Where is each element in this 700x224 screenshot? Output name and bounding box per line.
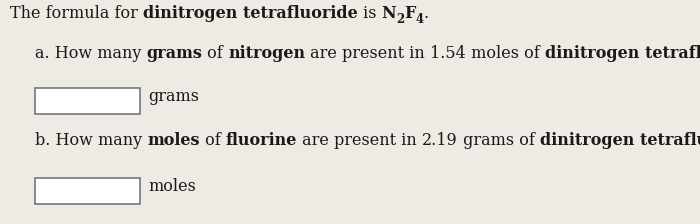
Text: dinitrogen tetrafluoride: dinitrogen tetrafluoride xyxy=(143,5,358,22)
Text: are present in: are present in xyxy=(305,45,430,62)
Text: is: is xyxy=(358,5,382,22)
Bar xyxy=(35,88,140,114)
Text: moles of: moles of xyxy=(466,45,545,62)
Text: N: N xyxy=(382,5,396,22)
Text: The formula for: The formula for xyxy=(10,5,143,22)
Text: dinitrogen tetrafluoride: dinitrogen tetrafluoride xyxy=(540,132,700,149)
Text: 2: 2 xyxy=(396,13,405,26)
Text: 2.19: 2.19 xyxy=(422,132,458,149)
Text: grams: grams xyxy=(146,45,202,62)
Text: b. How many: b. How many xyxy=(35,132,147,149)
Text: moles: moles xyxy=(147,132,200,149)
Text: nitrogen: nitrogen xyxy=(228,45,305,62)
Text: of: of xyxy=(202,45,228,62)
Text: fluorine: fluorine xyxy=(225,132,297,149)
Text: F: F xyxy=(405,5,416,22)
Text: .: . xyxy=(424,5,429,22)
Text: grams of: grams of xyxy=(458,132,540,149)
Text: moles: moles xyxy=(148,178,196,195)
Text: 1.54: 1.54 xyxy=(430,45,466,62)
Text: 4: 4 xyxy=(416,13,423,26)
Text: a. How many: a. How many xyxy=(35,45,146,62)
Text: of: of xyxy=(199,132,225,149)
Text: grams: grams xyxy=(148,88,199,105)
Text: dinitrogen tetrafluoride: dinitrogen tetrafluoride xyxy=(545,45,700,62)
Text: are present in: are present in xyxy=(297,132,422,149)
Bar xyxy=(35,178,140,204)
